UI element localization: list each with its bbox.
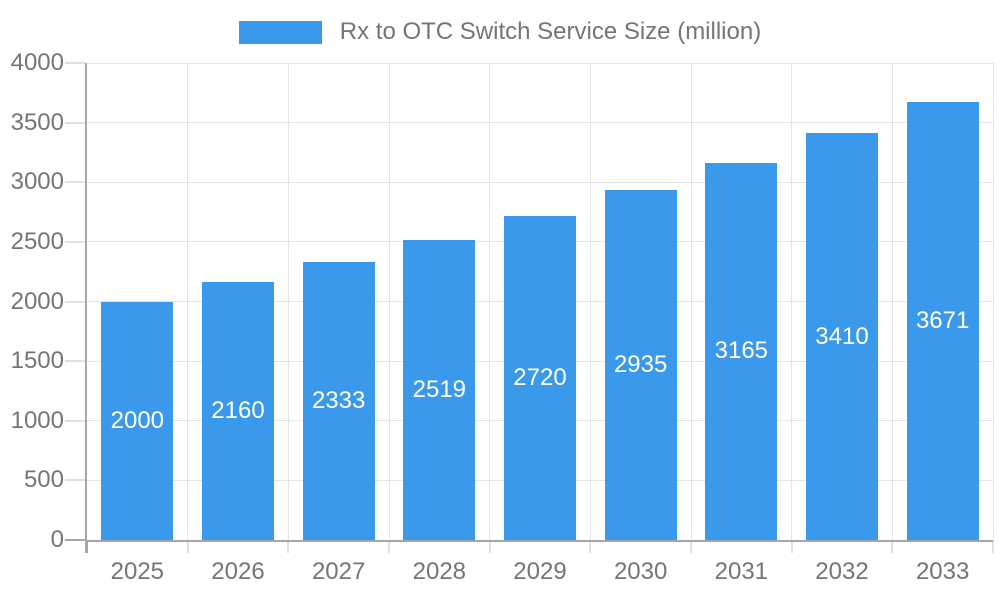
x-axis-tick [690, 540, 692, 553]
y-axis-label: 1000 [10, 406, 64, 434]
gridline-horizontal [87, 62, 993, 64]
x-axis-tick [488, 540, 491, 553]
y-axis-label: 500 [23, 466, 64, 494]
gridline-vertical [589, 63, 591, 540]
y-axis-label: 2500 [10, 227, 64, 255]
y-axis-tick [65, 181, 85, 184]
gridline-vertical [388, 63, 390, 540]
x-axis-label: 2033 [915, 558, 970, 585]
bar-value-label: 3165 [714, 337, 769, 365]
bar[interactable]: 3671 [906, 102, 979, 540]
bar[interactable]: 2720 [504, 215, 576, 540]
y-axis-label: 4000 [10, 49, 64, 76]
x-axis-label: 2028 [412, 558, 467, 585]
y-axis-tick [65, 300, 85, 303]
gridline-vertical [992, 63, 994, 540]
y-axis-label: 1500 [10, 347, 64, 375]
x-axis-tick [790, 540, 793, 553]
y-axis-label: 3500 [10, 108, 64, 136]
gridline-horizontal [87, 181, 993, 183]
x-axis-label: 2030 [613, 558, 668, 585]
bar[interactable]: 2935 [604, 190, 677, 540]
x-axis-tick [589, 540, 592, 553]
gridline-vertical [791, 63, 793, 540]
x-axis-tick [992, 540, 994, 553]
y-axis-tick [65, 240, 85, 243]
x-axis-tick [287, 540, 290, 553]
legend-label: Rx to OTC Switch Service Size (million) [339, 18, 762, 45]
bar-value-label: 2160 [211, 397, 265, 425]
bar-value-label: 2519 [412, 375, 467, 403]
plot-area: 0 500 1000 1500 2000 2500 3000 3500 4000 2000 2025… [11, 49, 994, 585]
gridline-vertical [690, 63, 692, 540]
x-axis-label: 2025 [110, 558, 165, 585]
y-axis-label: 3000 [10, 168, 64, 196]
x-axis-tick [388, 540, 390, 553]
bar-value-label: 2333 [311, 386, 366, 414]
y-axis-tick [65, 62, 85, 64]
bar[interactable]: 3410 [806, 133, 878, 540]
gridline-vertical [187, 63, 189, 540]
y-axis-tick [65, 121, 85, 124]
y-axis-tick [65, 360, 85, 363]
gridline-vertical [287, 63, 289, 540]
gridline-vertical [891, 63, 893, 540]
y-axis-tick [65, 419, 85, 422]
gridline-vertical [489, 63, 491, 540]
x-axis-label: 2029 [513, 558, 567, 585]
legend-swatch [238, 20, 322, 44]
legend[interactable]: Rx to OTC Switch Service Size (million) [0, 18, 1000, 46]
bar-value-label: 2935 [613, 351, 668, 378]
bar-value-label: 3410 [815, 322, 869, 350]
bar[interactable]: 3165 [705, 162, 778, 540]
gridline-horizontal [87, 122, 993, 124]
x-axis-tick [891, 540, 894, 553]
x-axis-label: 2027 [311, 558, 366, 585]
bar[interactable]: 2160 [202, 282, 274, 540]
x-axis-tick [86, 540, 88, 553]
bar[interactable]: 2519 [403, 239, 476, 540]
bar[interactable]: 2000 [101, 301, 174, 540]
bar[interactable]: 2333 [302, 261, 375, 540]
y-axis-line [85, 63, 87, 553]
x-axis-line [85, 540, 993, 542]
x-axis-label: 2026 [211, 558, 265, 585]
bar-value-label: 2720 [513, 363, 567, 391]
bar-value-label: 2000 [110, 406, 165, 434]
y-axis-label: 0 [50, 526, 64, 553]
x-axis-tick [186, 540, 189, 553]
x-axis-label: 2031 [714, 558, 769, 585]
x-axis-label: 2032 [815, 558, 869, 585]
bar-value-label: 3671 [915, 307, 970, 335]
y-axis-tick [65, 539, 85, 541]
y-axis-label: 2000 [10, 287, 64, 315]
y-axis-tick [65, 479, 85, 482]
